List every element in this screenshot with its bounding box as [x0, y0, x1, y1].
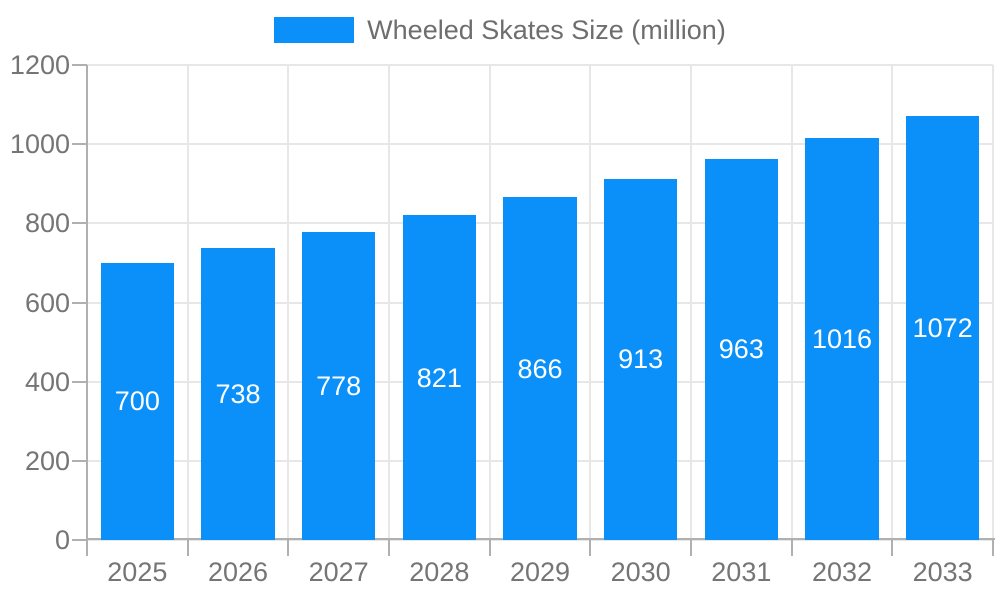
- x-axis-tick: [992, 540, 994, 556]
- gridline-vertical: [992, 65, 994, 540]
- bar-value-label: 821: [416, 362, 462, 393]
- y-axis-tick: [72, 222, 87, 225]
- bar-2026[interactable]: 738: [201, 247, 275, 540]
- y-axis-tick: [72, 380, 87, 383]
- gridline-horizontal: [87, 539, 993, 541]
- x-tick-label-2028: 2028: [409, 557, 470, 587]
- x-tick-label-2027: 2027: [308, 557, 369, 587]
- bar-2031[interactable]: 963: [704, 158, 779, 540]
- x-axis-tick: [287, 540, 290, 556]
- x-tick-label-2030: 2030: [610, 557, 671, 587]
- legend-swatch: [274, 17, 355, 43]
- y-axis-tick: [72, 539, 87, 541]
- gridline-vertical: [287, 65, 290, 540]
- x-tick-label-2032: 2032: [811, 557, 873, 587]
- gridline-vertical: [488, 65, 491, 540]
- x-tick-label-2031: 2031: [711, 557, 772, 587]
- bar-value-label: 913: [618, 344, 664, 375]
- x-tick-label-2029: 2029: [509, 557, 571, 587]
- plot-area: 700 738 778 821 866 913 963 1016 1072: [72, 64, 995, 556]
- bar-2033[interactable]: 1072: [905, 115, 980, 540]
- bar-2025[interactable]: 700: [100, 262, 175, 540]
- gridline-vertical: [388, 65, 390, 540]
- bar-value-label: 700: [114, 386, 160, 417]
- x-axis-tick: [790, 540, 793, 556]
- bar-value-label: 866: [517, 353, 563, 384]
- y-axis-tick: [72, 301, 87, 304]
- bar-value-label: 778: [316, 371, 362, 401]
- bar-2027[interactable]: 778: [301, 232, 376, 540]
- y-tick-label: 400: [24, 366, 70, 397]
- y-axis-tick: [72, 64, 87, 66]
- y-tick-label: 600: [24, 287, 70, 318]
- y-axis-line: [86, 65, 88, 556]
- legend-label: Wheeled Skates Size (million): [367, 15, 726, 45]
- gridline-vertical: [891, 65, 894, 540]
- bar-value-label: 738: [215, 378, 261, 409]
- gridline-vertical: [790, 65, 793, 540]
- y-tick-label: 1200: [9, 50, 70, 80]
- x-tick-label-2026: 2026: [207, 557, 269, 587]
- x-axis-tick: [589, 540, 592, 556]
- y-tick-label: 1000: [9, 129, 70, 160]
- x-tick-label-2025: 2025: [107, 557, 168, 587]
- bar-value-label: 1072: [912, 312, 973, 343]
- bar-value-label: 963: [718, 334, 764, 365]
- gridline-horizontal: [87, 143, 993, 146]
- x-axis-tick: [186, 540, 189, 556]
- x-axis-tick: [388, 540, 390, 556]
- gridline-vertical: [186, 65, 189, 540]
- x-axis-tick: [891, 540, 894, 556]
- bar-2032[interactable]: 1016: [805, 137, 879, 540]
- bar-2028[interactable]: 821: [402, 215, 477, 540]
- legend[interactable]: Wheeled Skates Size (million): [0, 15, 1000, 45]
- y-tick-label: 800: [24, 208, 70, 239]
- x-tick-label-2033: 2033: [912, 557, 973, 587]
- bar-value-label: 1016: [811, 323, 873, 354]
- bar-2030[interactable]: 913: [603, 178, 678, 540]
- y-axis-tick: [72, 459, 87, 462]
- x-axis-tick: [488, 540, 491, 556]
- bar-2029[interactable]: 866: [503, 197, 577, 540]
- gridline-vertical: [690, 65, 692, 540]
- gridline-vertical: [589, 65, 592, 540]
- y-axis-tick: [72, 143, 87, 146]
- y-tick-label: 200: [24, 445, 70, 476]
- gridline-horizontal: [87, 64, 993, 66]
- y-tick-label: 0: [54, 525, 70, 555]
- x-axis-tick: [690, 540, 692, 556]
